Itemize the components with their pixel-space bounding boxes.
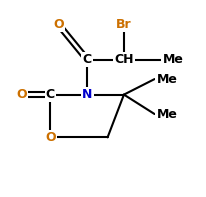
Text: Me: Me <box>162 53 183 66</box>
Text: Me: Me <box>156 72 177 85</box>
Text: C: C <box>82 53 91 66</box>
Text: O: O <box>45 131 55 144</box>
Text: Br: Br <box>116 18 131 31</box>
Text: N: N <box>82 88 92 101</box>
Text: CH: CH <box>114 53 133 66</box>
Text: Me: Me <box>156 108 177 121</box>
Text: O: O <box>53 18 64 31</box>
Text: O: O <box>16 88 27 101</box>
Text: C: C <box>46 88 55 101</box>
